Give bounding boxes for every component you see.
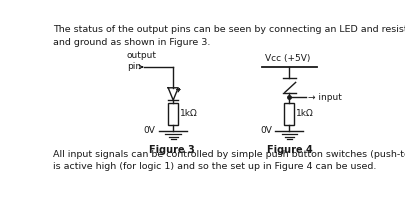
Text: 1kΩ: 1kΩ xyxy=(179,109,197,118)
Text: Figure 3: Figure 3 xyxy=(148,145,194,155)
Bar xyxy=(168,103,178,125)
Text: 0V: 0V xyxy=(259,126,271,135)
Text: Figure 4: Figure 4 xyxy=(266,145,311,155)
Text: 1kΩ: 1kΩ xyxy=(295,109,313,118)
Bar xyxy=(284,103,294,125)
Text: All input signals can be controlled by simple push button switches (push-to-make: All input signals can be controlled by s… xyxy=(53,150,405,171)
Text: Vcc (+5V): Vcc (+5V) xyxy=(264,54,310,63)
Text: output
pin: output pin xyxy=(126,51,156,71)
Text: → input: → input xyxy=(307,93,341,101)
Text: 0V: 0V xyxy=(143,126,155,135)
Text: The status of the output pins can be seen by connecting an LED and resistor betw: The status of the output pins can be see… xyxy=(53,25,405,47)
